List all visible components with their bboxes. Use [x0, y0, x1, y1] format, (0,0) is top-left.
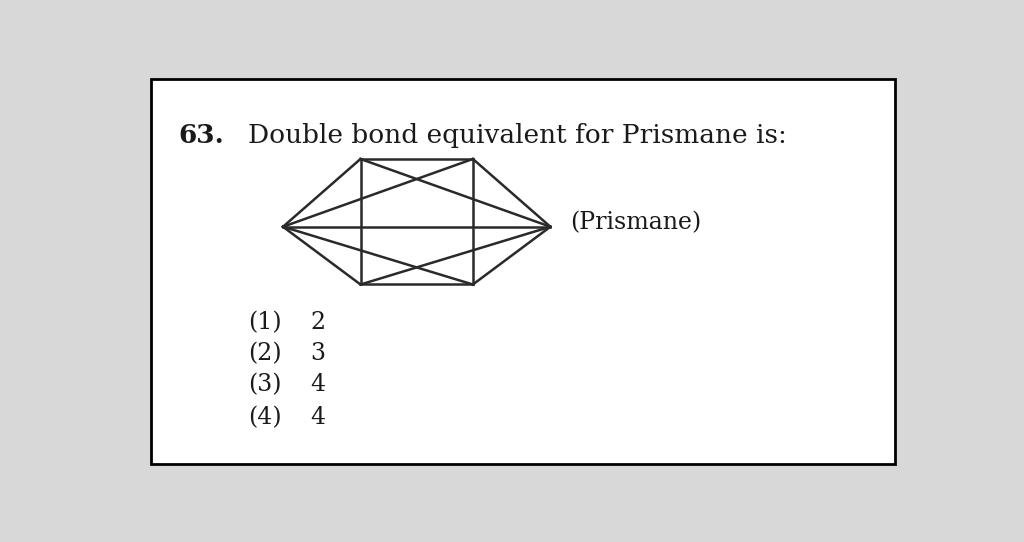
Text: 63.: 63. [178, 123, 224, 148]
Text: 3: 3 [310, 343, 326, 365]
Text: 4: 4 [310, 373, 326, 396]
Text: (3): (3) [248, 373, 282, 396]
Text: Double bond equivalent for Prismane is:: Double bond equivalent for Prismane is: [248, 123, 787, 148]
Text: 4: 4 [310, 406, 326, 429]
Text: (2): (2) [248, 343, 282, 365]
Text: 2: 2 [310, 312, 326, 334]
FancyBboxPatch shape [152, 79, 895, 464]
Text: (4): (4) [248, 406, 282, 429]
Text: (Prismane): (Prismane) [569, 211, 701, 234]
Text: (1): (1) [248, 312, 282, 334]
